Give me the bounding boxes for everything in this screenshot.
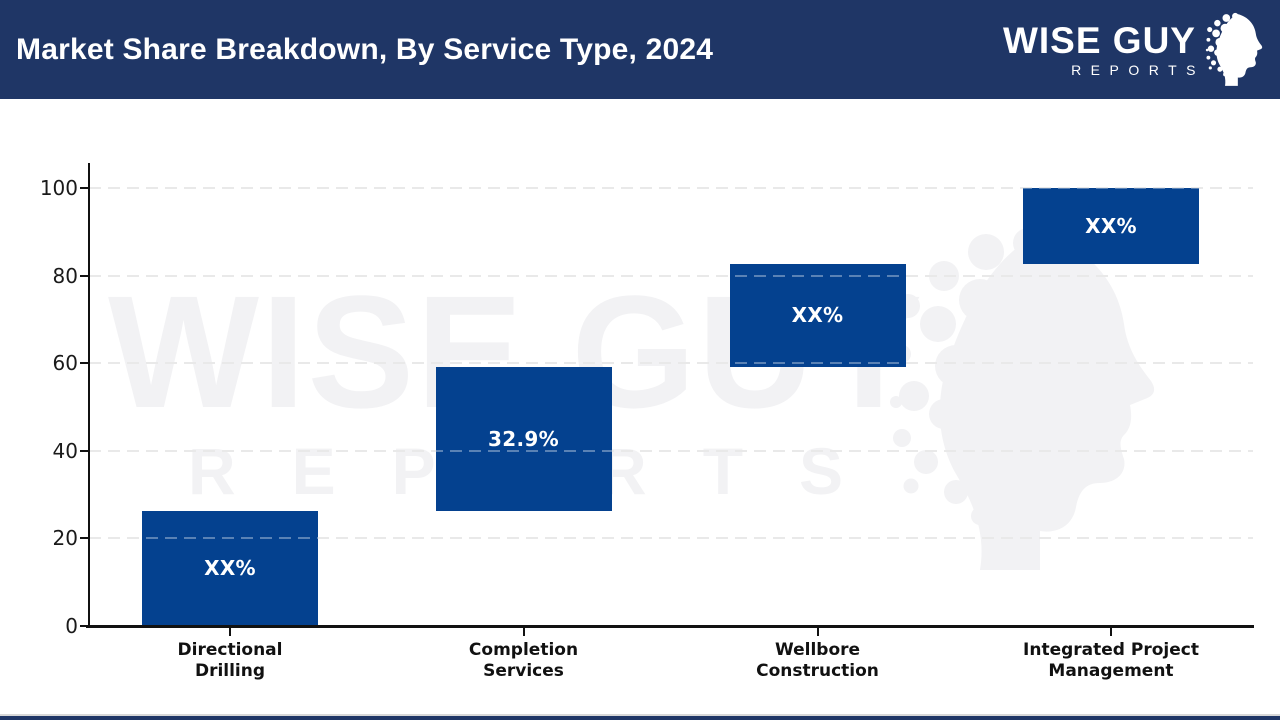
gridline: [89, 274, 1253, 277]
y-tick-mark: [80, 187, 89, 189]
category-label-line: Wellbore: [774, 640, 861, 660]
category-label-line: Integrated Project: [1023, 640, 1199, 660]
category-label-line: Construction: [756, 661, 879, 681]
category-label-line: Management: [1048, 661, 1174, 681]
y-tick-mark: [80, 537, 89, 540]
bar-1: XX%: [142, 510, 318, 626]
gridline-overlay: [89, 362, 1253, 365]
category-label-line: Drilling: [194, 661, 266, 681]
bar-value-label: XX%: [1085, 214, 1137, 239]
logo-text: WISE GUY REPORTS: [1002, 19, 1196, 78]
gridline: [89, 449, 1253, 452]
bar-2: 32.9%: [435, 366, 612, 511]
y-tick-label: 20: [52, 526, 78, 551]
gridline: [89, 537, 1253, 540]
y-tick-label: 80: [52, 263, 78, 288]
y-axis-line: [88, 163, 90, 628]
y-tick-label: 40: [52, 438, 78, 463]
y-tick-mark: [80, 449, 89, 452]
footer-divider: [0, 714, 1280, 716]
gridline-overlay: [89, 187, 1253, 189]
x-tick-mark: [522, 628, 525, 636]
y-tick-label: 60: [52, 351, 78, 376]
x-tick-mark: [229, 628, 231, 636]
y-tick-mark: [80, 274, 89, 277]
bar-value-label: 32.9%: [488, 426, 559, 451]
header-bar: Market Share Breakdown, By Service Type,…: [0, 0, 1280, 99]
gridline-overlay: [89, 449, 1253, 452]
gridline: [89, 362, 1253, 365]
footer-bar: [0, 716, 1280, 720]
logo-wordmark: WISE GUY: [1002, 19, 1196, 61]
bar-3: XX%: [729, 264, 906, 367]
x-tick-mark: [816, 628, 819, 636]
gridline-overlay: [89, 274, 1253, 277]
y-tick-mark: [80, 362, 89, 365]
gridline-overlay: [89, 537, 1253, 540]
category-label-line: Directional: [177, 640, 283, 660]
category-label: Directional Drilling: [178, 640, 283, 682]
category-label-line: Completion: [468, 640, 579, 660]
y-tick-mark: [80, 625, 89, 627]
bar-4: XX%: [1023, 188, 1199, 265]
bar-value-label: XX%: [204, 556, 256, 581]
x-tick-mark: [1110, 628, 1112, 636]
logo-subtext: REPORTS: [1071, 61, 1205, 78]
y-tick-label: 0: [65, 614, 78, 638]
category-label: Completion Services: [469, 640, 578, 682]
wiseguy-logo: WISE GUY REPORTS: [1003, 0, 1266, 99]
y-tick-label: 100: [39, 176, 78, 200]
logo-head-icon: [1202, 10, 1266, 90]
category-label: Integrated Project Management: [1023, 640, 1199, 682]
category-label: Wellbore Construction: [756, 640, 879, 682]
chart-title: Market Share Breakdown, By Service Type,…: [16, 32, 714, 66]
bar-value-label: XX%: [791, 303, 844, 328]
x-axis-line: [86, 625, 1254, 628]
gridline: [89, 187, 1253, 189]
category-label-line: Services: [483, 661, 564, 681]
